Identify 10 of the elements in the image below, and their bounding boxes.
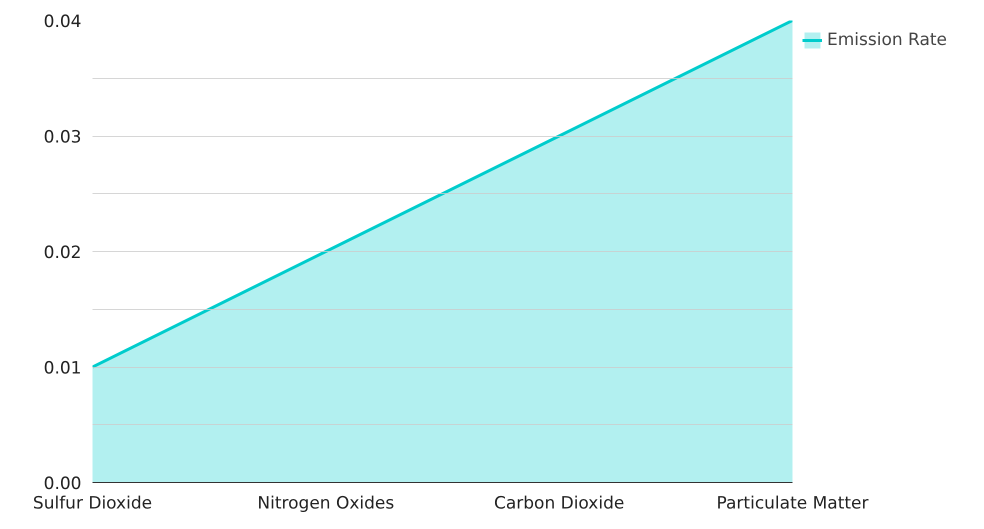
legend-label: Emission Rate xyxy=(827,30,948,50)
x-tick-label: Particulate Matter xyxy=(716,494,868,514)
y-tick-label: 0.00 xyxy=(44,474,82,494)
y-tick-label: 0.04 xyxy=(44,12,82,32)
y-tick-label: 0.02 xyxy=(44,243,82,263)
x-tick-label: Carbon Dioxide xyxy=(494,494,624,514)
x-tick-label: Nitrogen Oxides xyxy=(257,494,394,514)
y-tick-label: 0.03 xyxy=(44,128,82,148)
y-tick-label: 0.01 xyxy=(44,358,82,378)
x-tick-label: Sulfur Dioxide xyxy=(32,494,152,514)
